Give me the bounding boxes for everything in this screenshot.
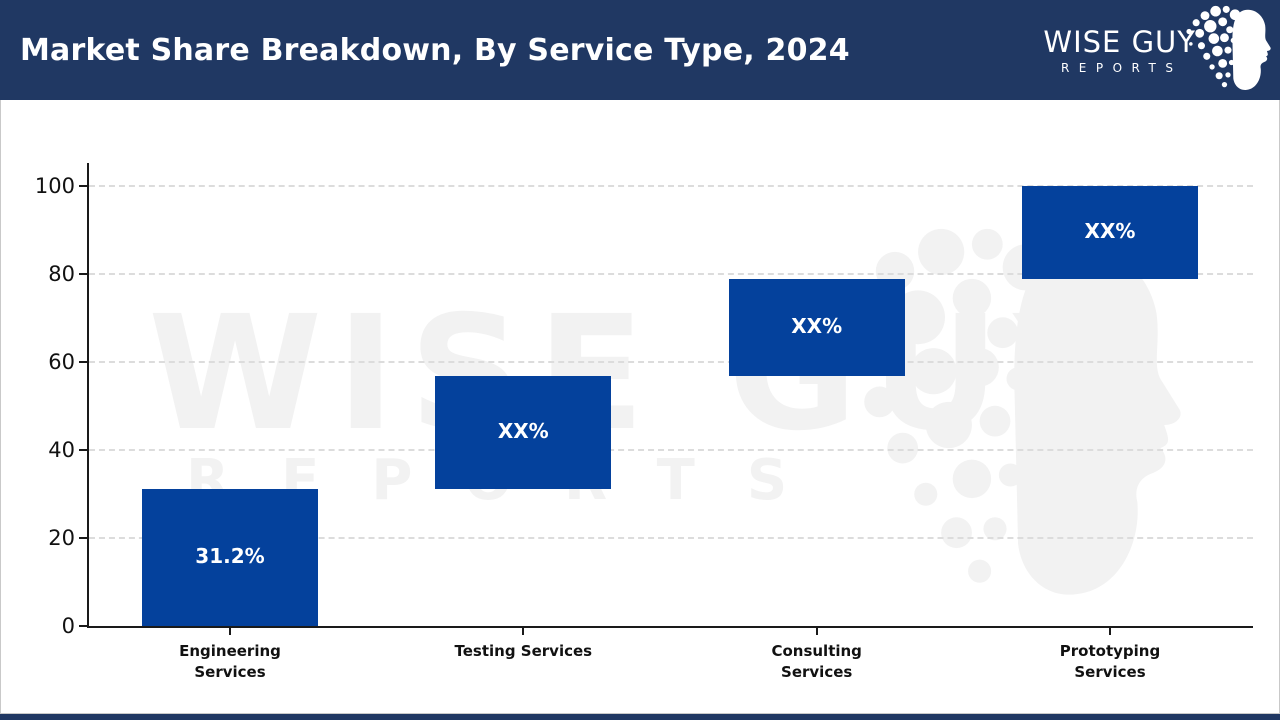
x-axis-category-label: Testing Services <box>454 642 593 660</box>
market-share-bar <box>1022 186 1198 279</box>
market-share-bar <box>142 488 318 626</box>
y-axis-line <box>87 163 89 628</box>
x-axis-tick <box>815 628 818 635</box>
gridline <box>89 449 1253 451</box>
x-axis-category-label: Prototyping Services <box>1059 642 1161 681</box>
gridline <box>89 361 1253 363</box>
y-axis-tick <box>79 625 87 627</box>
wiseguy-logo-name: WISE GUY <box>1043 25 1196 60</box>
y-axis-tick <box>79 361 87 363</box>
y-axis-tick-label: 20 <box>48 526 75 550</box>
x-axis-category-label: Consulting Services <box>771 642 862 681</box>
x-axis-tick <box>229 628 231 635</box>
wiseguy-logo-tagline: REPORTS <box>1060 60 1183 75</box>
y-axis-tick <box>79 449 87 451</box>
x-axis-tick <box>522 628 525 635</box>
market-share-bar <box>435 376 612 489</box>
wiseguy-face-icon <box>1186 5 1271 91</box>
bar-value-label: XX% <box>791 314 843 339</box>
footer-accent-bar <box>0 714 1280 720</box>
x-axis-line <box>87 626 1253 628</box>
gridline <box>89 537 1253 539</box>
market-share-bar <box>728 278 905 377</box>
bar-value-label: 31.2% <box>195 544 265 569</box>
y-axis-tick-label: 60 <box>48 350 75 374</box>
wiseguy-logo: WISE GUY REPORTS <box>1043 5 1274 96</box>
bar-value-label: XX% <box>497 419 549 444</box>
y-axis-tick-label: 80 <box>48 262 75 286</box>
wiseguy-logo-text: WISE GUY REPORTS <box>1043 25 1196 75</box>
x-axis-category-label: Engineering Services <box>179 642 281 681</box>
y-axis-tick-label: 0 <box>61 614 75 638</box>
gridline <box>89 273 1253 275</box>
page-title: Market Share Breakdown, By Service Type,… <box>20 32 850 68</box>
y-axis-tick <box>79 273 87 275</box>
y-axis-tick-label: 100 <box>34 174 75 198</box>
y-axis-tick <box>79 537 87 539</box>
header-band: Market Share Breakdown, By Service Type,… <box>0 0 1280 100</box>
y-axis-tick <box>79 185 87 187</box>
bar-value-label: XX% <box>1084 219 1136 244</box>
x-axis-tick <box>1109 628 1111 635</box>
y-axis-tick-label: 40 <box>48 438 75 462</box>
gridline <box>89 185 1253 187</box>
